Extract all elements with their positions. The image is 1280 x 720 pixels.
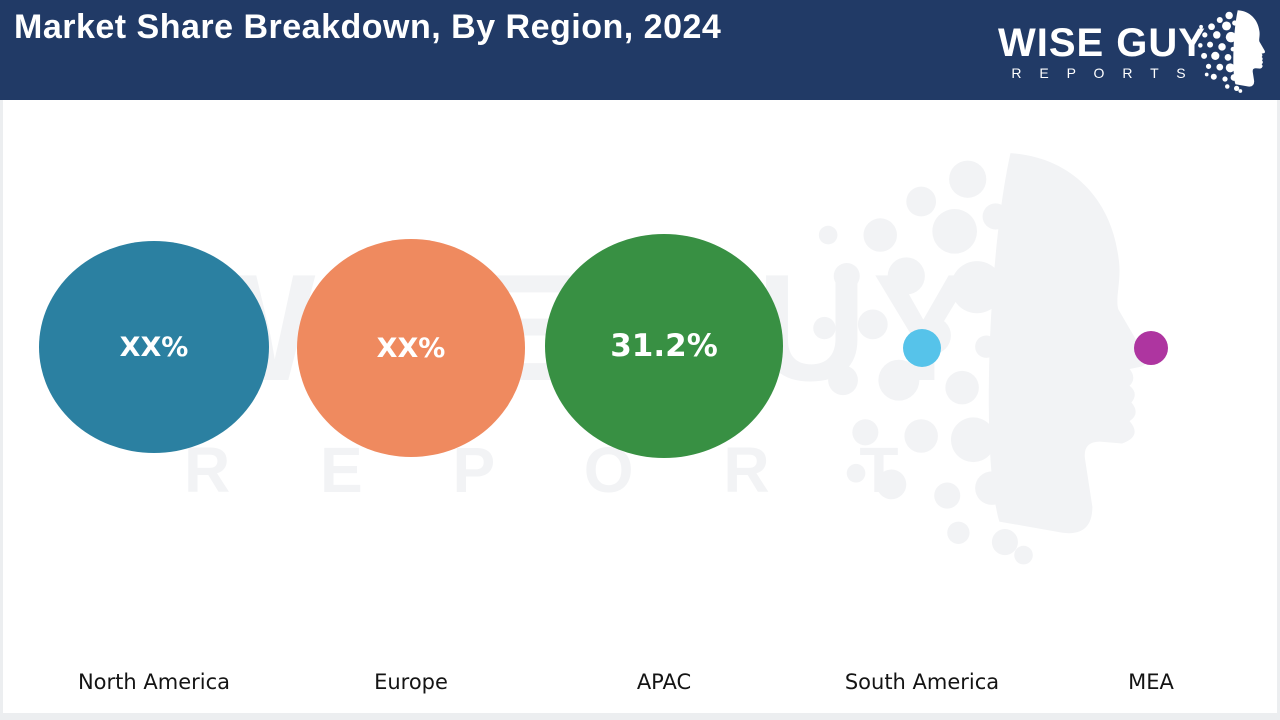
- header-bar: Market Share Breakdown, By Region, 2024 …: [0, 0, 1280, 100]
- bubble-mea: [1134, 331, 1168, 365]
- logo-wordmark: WISE GUY R E P O R T S: [998, 22, 1206, 81]
- bubble-value-label: XX%: [119, 331, 189, 363]
- bubble-europe: XX%: [297, 239, 525, 457]
- bubble-value-label: 31.2%: [610, 328, 718, 364]
- left-edge-strip: [0, 100, 3, 720]
- logo-wise-guy-text: WISE GUY: [997, 20, 1206, 65]
- bubble-apac: 31.2%: [545, 234, 783, 458]
- category-label-mea: MEA: [1128, 670, 1174, 694]
- category-label-apac: APAC: [636, 670, 692, 694]
- bottom-edge-strip: [0, 713, 1280, 720]
- bubble-value-label: XX%: [376, 332, 446, 364]
- category-label-south-america: South America: [844, 670, 1000, 694]
- page-title: Market Share Breakdown, By Region, 2024: [14, 8, 722, 46]
- category-label-north-america: North America: [77, 670, 231, 694]
- category-label-europe: Europe: [374, 670, 448, 694]
- logo-head-silhouette-icon: [1198, 10, 1266, 93]
- bubble-north-america: XX%: [39, 241, 269, 453]
- right-edge-strip: [1277, 100, 1280, 720]
- logo-reports-text: R E P O R T S: [1011, 64, 1193, 81]
- wise-guy-reports-logo: WISE GUY R E P O R T S: [998, 6, 1270, 96]
- bubble-south-america: [903, 329, 941, 367]
